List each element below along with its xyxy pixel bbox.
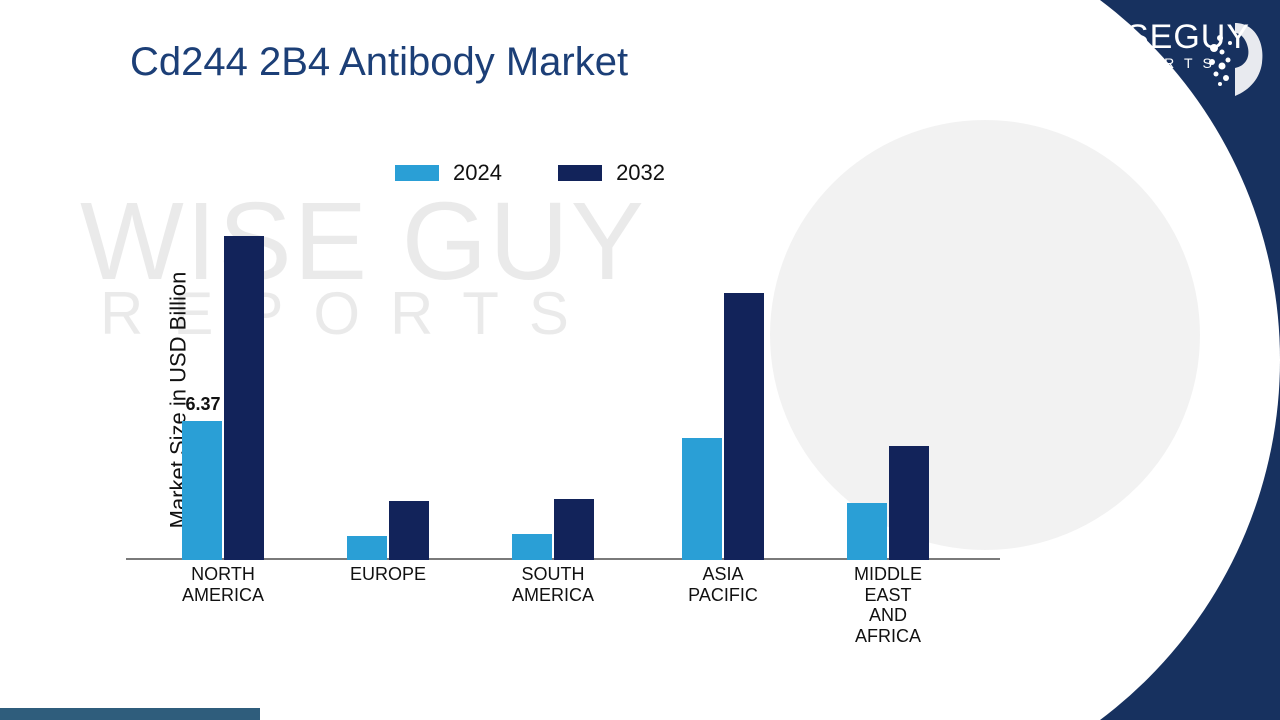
bar-value-label: 6.37 xyxy=(185,394,220,415)
legend-label-2024: 2024 xyxy=(453,160,502,186)
category-label: SOUTHAMERICA xyxy=(483,564,623,605)
chart-title: Cd244 2B4 Antibody Market xyxy=(130,40,628,85)
x-axis-labels: NORTHAMERICA EUROPE SOUTHAMERICA ASIAPACIFI… xyxy=(120,560,1000,636)
bar xyxy=(389,501,429,560)
bar-chart: Market Size in USD Billion 2024 2032 6.3… xyxy=(60,170,1000,630)
legend: 2024 2032 xyxy=(60,160,1000,187)
bar xyxy=(182,421,222,560)
stage: WISEGUY REPORTS Cd244 2B4 Antibody Marke… xyxy=(0,0,1280,720)
logo-text-wise: WISE xyxy=(1082,18,1173,56)
legend-label-2032: 2032 xyxy=(616,160,665,186)
bar-group xyxy=(345,501,431,560)
bar xyxy=(347,536,387,560)
bar xyxy=(889,446,929,560)
category-label: MIDDLEEASTANDAFRICA xyxy=(818,564,958,647)
category-label: ASIAPACIFIC xyxy=(653,564,793,605)
bar-group xyxy=(680,293,766,560)
category-label: EUROPE xyxy=(318,564,458,585)
legend-swatch-2032 xyxy=(558,165,602,181)
bar xyxy=(224,236,264,560)
plot-area: 6.37 xyxy=(120,210,1000,560)
bar xyxy=(682,438,722,561)
bar-group xyxy=(845,446,931,560)
legend-swatch-2024 xyxy=(395,165,439,181)
logo-text-guy: GUY xyxy=(1173,18,1250,56)
legend-item-2024: 2024 xyxy=(395,160,502,186)
bar xyxy=(512,534,552,560)
bar xyxy=(554,499,594,560)
logo-text-reports: REPORTS xyxy=(1082,55,1250,71)
bar-group xyxy=(510,499,596,560)
legend-item-2032: 2032 xyxy=(558,160,665,186)
footer-accent-bar xyxy=(0,708,260,720)
brand-logo: WISEGUY REPORTS xyxy=(1082,18,1250,71)
category-label: NORTHAMERICA xyxy=(153,564,293,605)
bar xyxy=(847,503,887,560)
bar xyxy=(724,293,764,560)
